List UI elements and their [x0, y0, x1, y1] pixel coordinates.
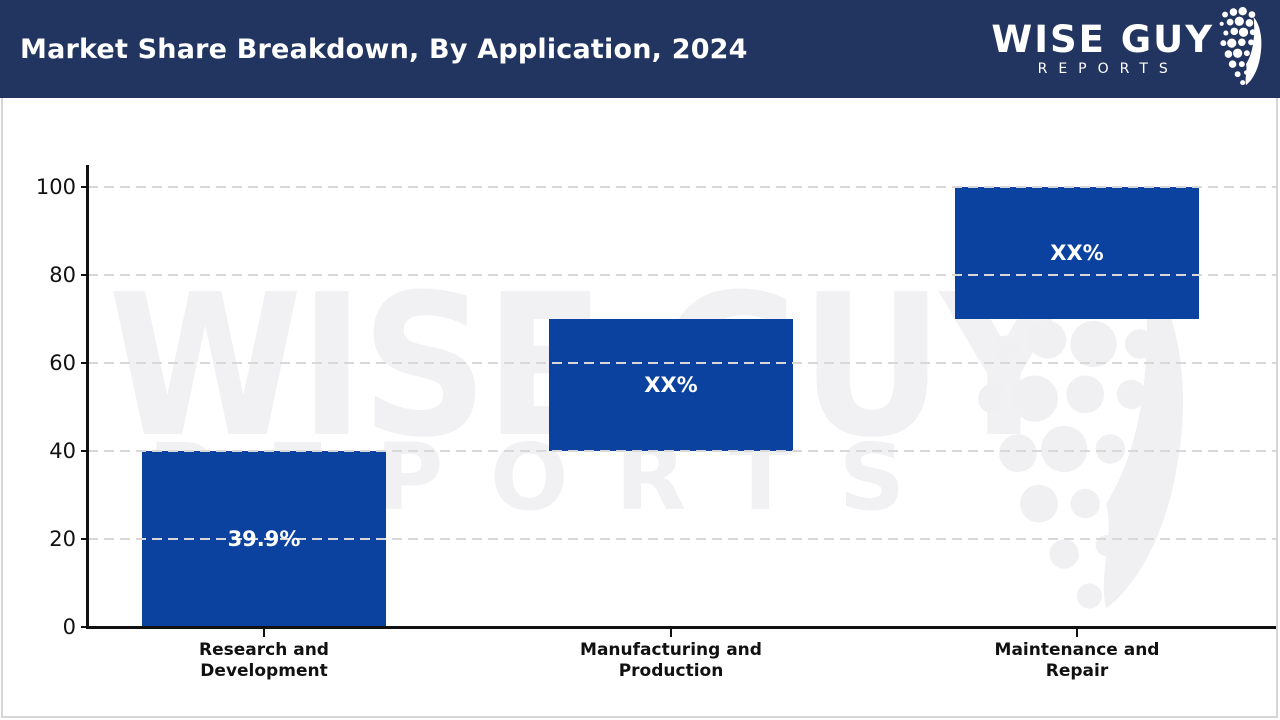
logo-wordmark: WISE GUY [991, 18, 1214, 61]
bar-value-label: XX% [1050, 240, 1104, 265]
x-axis-line [86, 626, 1276, 629]
x-axis-tick-mark [670, 629, 672, 637]
gridline [88, 537, 1276, 540]
bar-value-label: 39.9% [227, 526, 301, 551]
y-axis-tick-mark [81, 361, 88, 364]
y-axis-tick-label: 20 [49, 526, 76, 551]
gridline [88, 361, 1276, 364]
category-label-line: Production [618, 661, 724, 681]
bar-segment [549, 318, 793, 451]
category-label: Research and Development [199, 640, 329, 682]
gridline [88, 185, 1276, 188]
wise-guy-reports-logo: WISE GUY REPORTS [991, 7, 1264, 91]
y-axis-tick-mark [81, 625, 88, 628]
category-label: Manufacturing and Production [580, 640, 762, 682]
gridline [88, 273, 1276, 276]
logo-subtext: REPORTS [1037, 61, 1179, 77]
y-axis-tick-label: 0 [62, 614, 76, 639]
y-axis-tick-label: 80 [49, 262, 76, 287]
y-axis-tick-label: 40 [49, 438, 76, 463]
category-label-line: Maintenance and [994, 640, 1160, 660]
category-label-line: Development [200, 661, 328, 681]
y-axis-tick-mark [81, 185, 88, 188]
header-bar: Market Share Breakdown, By Application, … [0, 0, 1280, 98]
gridline [88, 449, 1276, 452]
bar-value-label: XX% [644, 372, 698, 397]
y-axis-tick-label: 60 [49, 350, 76, 375]
category-label-line: Repair [1045, 661, 1109, 681]
category-label: Maintenance and Repair [995, 640, 1160, 682]
y-axis-line [86, 165, 89, 628]
y-axis-tick-mark [81, 537, 88, 540]
chart-title: Market Share Breakdown, By Application, … [20, 33, 748, 65]
category-label-line: Research and [199, 640, 329, 660]
y-axis-tick-mark [81, 273, 88, 276]
category-label-line: Manufacturing and [580, 640, 762, 660]
x-axis-tick-mark [1076, 629, 1078, 637]
y-axis-tick-label: 100 [35, 174, 76, 199]
logo-face-icon [1219, 7, 1262, 86]
y-axis-tick-mark [81, 449, 88, 452]
x-axis-tick-mark [263, 629, 265, 637]
